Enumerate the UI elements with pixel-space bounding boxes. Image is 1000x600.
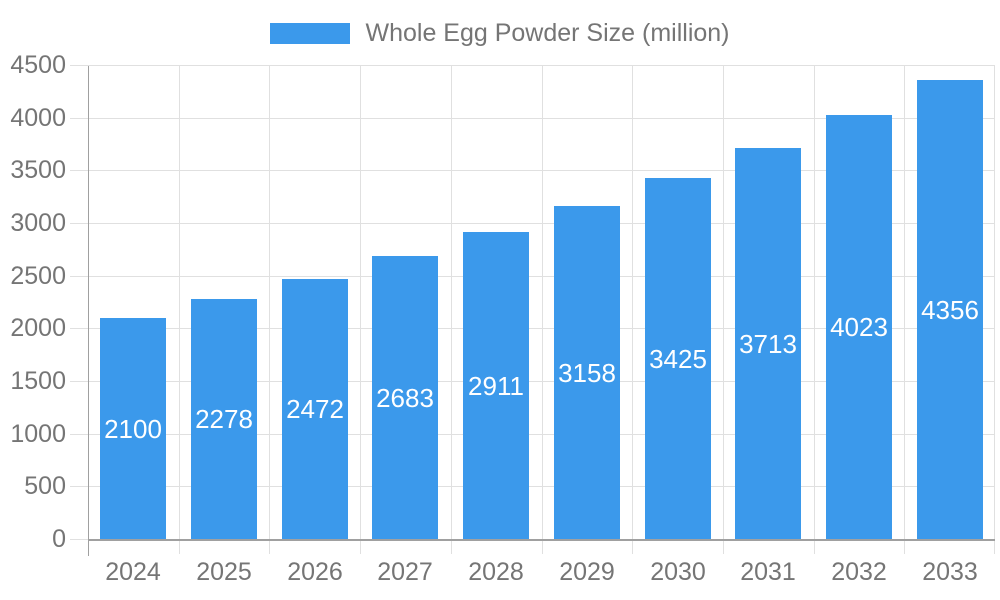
gridline-vertical	[904, 66, 905, 540]
x-axis-category-label: 2024	[105, 558, 161, 586]
x-axis-category-label: 2025	[196, 558, 252, 586]
gridline-horizontal	[88, 65, 995, 66]
bar-value-label: 4023	[830, 312, 888, 342]
bar-2024: 2100	[100, 318, 166, 539]
y-axis-tick	[70, 539, 88, 540]
bar-2030: 3425	[645, 178, 711, 539]
bar-value-label: 3158	[558, 357, 616, 388]
x-axis-category-label: 2029	[559, 558, 615, 586]
y-axis-tick	[70, 486, 88, 488]
x-axis-tick	[269, 540, 270, 554]
gridline-vertical	[179, 66, 180, 540]
y-axis-tick-label: 500	[24, 472, 66, 501]
y-axis-tick	[70, 433, 88, 435]
gridline-vertical	[269, 66, 270, 540]
y-axis-line	[88, 66, 89, 556]
y-axis-tick	[70, 275, 88, 277]
x-axis-category-label: 2033	[922, 558, 978, 586]
gridline-vertical	[632, 66, 633, 540]
y-axis-tick-label: 3500	[10, 156, 66, 185]
y-axis-tick-label: 4500	[10, 51, 66, 79]
y-axis-tick-label: 0	[52, 525, 66, 553]
bar-value-label: 3713	[739, 328, 797, 359]
y-axis-tick	[70, 65, 88, 66]
x-axis-category-label: 2027	[377, 558, 433, 586]
x-axis-tick	[994, 540, 995, 554]
plot-area: 0 500 1000 1500 2000 2500 3000 3500 4000 4500 2100…	[10, 53, 995, 585]
x-axis-category-label: 2031	[740, 558, 796, 586]
gridline-horizontal	[88, 328, 995, 330]
gridline-horizontal	[88, 486, 995, 488]
x-axis-tick	[542, 540, 543, 554]
gridline-horizontal	[88, 275, 995, 277]
bar-2025: 2278	[191, 299, 257, 539]
gridline-horizontal	[88, 381, 995, 382]
x-axis-tick	[814, 540, 815, 554]
bar-2029: 3158	[554, 206, 620, 539]
gridline-vertical	[994, 66, 995, 540]
y-axis-tick	[70, 328, 88, 330]
bar-2032: 4023	[826, 115, 892, 539]
bar-value-label: 3425	[649, 343, 707, 374]
x-axis-category-label: 2026	[287, 558, 343, 586]
bar-value-label: 2911	[468, 370, 524, 401]
y-axis-tick-label: 2000	[10, 314, 66, 343]
gridline-horizontal	[88, 170, 995, 172]
x-axis-category-label: 2030	[650, 558, 706, 586]
bar-2033: 4356	[917, 80, 983, 539]
x-axis-tick	[723, 540, 724, 554]
y-axis-tick-label: 2500	[10, 261, 66, 290]
y-axis-tick-label: 4000	[10, 103, 66, 132]
bar-2031: 3713	[735, 148, 801, 539]
gridline-vertical	[360, 66, 361, 540]
gridline-horizontal	[88, 117, 995, 119]
y-axis-tick-label: 3000	[10, 209, 66, 237]
y-axis-tick-label: 1000	[10, 419, 66, 448]
legend-swatch-icon	[270, 22, 351, 44]
x-axis-tick	[451, 540, 452, 554]
y-axis-tick	[70, 170, 88, 172]
bar-value-label: 2100	[104, 413, 162, 444]
x-axis-tick	[632, 540, 633, 554]
legend-label: Whole Egg Powder Size (million)	[365, 18, 730, 47]
y-axis-tick	[70, 117, 88, 119]
x-axis-line	[88, 539, 995, 541]
x-axis-tick	[904, 540, 905, 554]
gridline-vertical	[451, 66, 452, 540]
gridline-vertical	[723, 66, 724, 540]
bar-value-label: 2683	[376, 382, 434, 413]
x-axis-category-label: 2032	[831, 558, 887, 586]
bar-value-label: 2472	[286, 394, 344, 424]
gridline-vertical	[814, 66, 815, 540]
bar-2027: 2683	[372, 256, 438, 539]
y-axis-tick	[70, 381, 88, 382]
y-axis-tick	[70, 223, 88, 224]
gridline-horizontal	[88, 223, 995, 224]
bar-value-label: 2278	[195, 404, 253, 434]
bar-2028: 2911	[463, 232, 529, 539]
x-axis-category-label: 2028	[468, 558, 524, 586]
x-axis-tick	[179, 540, 180, 554]
y-axis-tick-label: 1500	[10, 367, 66, 395]
gridline-vertical	[542, 66, 543, 540]
chart-legend[interactable]: Whole Egg Powder Size (million)	[0, 18, 1000, 48]
x-axis-tick	[360, 540, 361, 554]
bar-2026: 2472	[282, 279, 348, 539]
bar-value-label: 4356	[921, 294, 979, 325]
gridline-horizontal	[88, 433, 995, 435]
